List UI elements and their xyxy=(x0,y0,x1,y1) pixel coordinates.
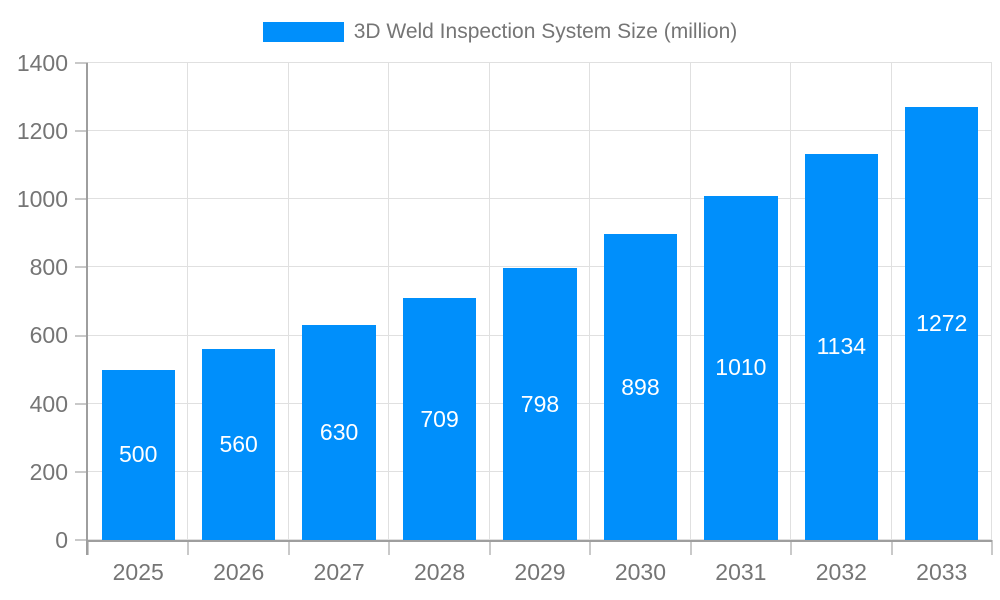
y-axis-label: 1200 xyxy=(16,118,68,145)
y-axis-tick xyxy=(75,539,88,541)
x-axis-label: 2025 xyxy=(112,559,164,585)
bar-value-label: 1010 xyxy=(715,354,767,381)
bar-value-label: 898 xyxy=(621,373,660,400)
gridline-vertical xyxy=(790,63,792,540)
legend-label: 3D Weld Inspection System Size (million) xyxy=(353,20,738,43)
y-axis-label: 200 xyxy=(29,458,68,485)
bar-value-label: 798 xyxy=(520,390,560,417)
bar[interactable]: 1010 xyxy=(704,195,778,540)
x-axis-label: 2028 xyxy=(413,559,466,585)
x-axis-tick xyxy=(488,540,491,555)
y-axis-label: 800 xyxy=(29,254,68,281)
plot-area: 0 200 400 600 800 1000 1200 1400 500 2025 560 2026 6… xyxy=(17,51,993,585)
gridline-vertical xyxy=(388,63,390,540)
gridline-vertical xyxy=(890,63,892,540)
gridline-horizontal xyxy=(88,266,992,268)
bar-value-label: 630 xyxy=(319,419,359,446)
bar-value-label: 500 xyxy=(119,441,158,468)
x-axis-tick xyxy=(790,540,793,555)
y-axis-line xyxy=(86,63,88,555)
legend[interactable]: 3D Weld Inspection System Size (million) xyxy=(0,20,1000,44)
bar[interactable]: 1134 xyxy=(804,153,878,540)
y-axis-tick xyxy=(75,198,88,201)
x-axis-label: 2029 xyxy=(514,559,566,585)
y-axis-label: 1000 xyxy=(16,186,68,213)
x-axis-label: 2031 xyxy=(715,559,767,585)
x-axis-label: 2026 xyxy=(213,559,265,585)
y-axis-tick xyxy=(75,62,88,64)
bar[interactable]: 560 xyxy=(202,349,276,540)
x-axis-label: 2030 xyxy=(614,559,667,585)
gridline-vertical xyxy=(991,63,992,540)
bar[interactable]: 500 xyxy=(101,369,175,540)
bar[interactable]: 1272 xyxy=(905,106,979,540)
gridline-vertical xyxy=(488,63,490,540)
bar-value-label: 709 xyxy=(420,405,459,432)
y-axis-tick xyxy=(75,402,88,405)
x-axis-tick xyxy=(287,540,290,555)
x-axis-tick xyxy=(388,540,391,555)
y-axis-tick xyxy=(75,266,88,269)
y-axis-label: 400 xyxy=(29,390,68,417)
x-axis-tick xyxy=(689,540,692,555)
x-axis-line xyxy=(86,540,992,542)
x-axis-tick xyxy=(87,540,89,555)
x-axis-tick xyxy=(187,540,190,555)
y-axis-label: 1400 xyxy=(16,49,68,76)
y-axis-label: 600 xyxy=(29,322,68,349)
x-axis-label: 2033 xyxy=(916,559,968,585)
x-axis-label: 2027 xyxy=(313,559,365,585)
bar-value-label: 1134 xyxy=(816,333,867,360)
x-axis-tick xyxy=(589,540,592,555)
y-axis-tick xyxy=(75,334,88,337)
gridline-horizontal xyxy=(88,198,992,200)
y-axis-tick xyxy=(75,130,88,133)
gridline-vertical xyxy=(187,63,189,540)
gridline-horizontal xyxy=(88,130,992,132)
bar-value-label: 560 xyxy=(219,431,258,458)
gridline-vertical xyxy=(287,63,289,540)
bar[interactable]: 630 xyxy=(302,325,376,540)
x-axis-tick xyxy=(890,540,893,555)
y-axis-label: 0 xyxy=(55,526,68,553)
gridline-vertical xyxy=(689,63,691,540)
x-axis-label: 2032 xyxy=(815,559,867,585)
gridline-horizontal xyxy=(88,62,992,63)
x-axis-tick xyxy=(991,540,993,555)
legend-swatch xyxy=(262,22,344,42)
y-axis-tick xyxy=(75,470,88,473)
bar[interactable]: 898 xyxy=(603,234,678,540)
bar-value-label: 1272 xyxy=(916,309,968,336)
gridline-vertical xyxy=(589,63,591,540)
bar[interactable]: 798 xyxy=(503,268,577,540)
bar[interactable]: 709 xyxy=(402,298,477,540)
